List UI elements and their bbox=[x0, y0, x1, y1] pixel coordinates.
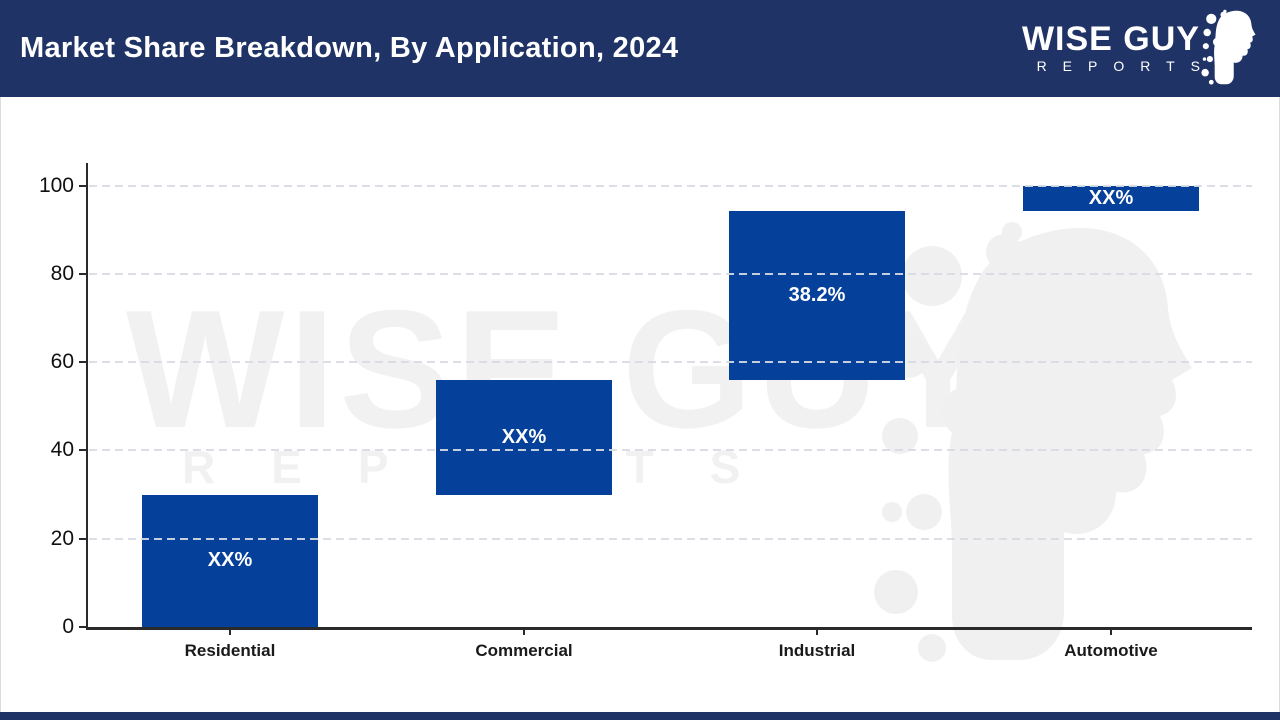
grid-line bbox=[89, 184, 1252, 187]
y-tick bbox=[79, 537, 88, 540]
x-category-label: Residential bbox=[184, 641, 276, 660]
chart-title: Market Share Breakdown, By Application, … bbox=[20, 32, 679, 64]
grid-line bbox=[89, 537, 1252, 540]
y-tick bbox=[79, 626, 88, 628]
y-tick-label: 0 bbox=[62, 615, 74, 638]
y-tick-label: 40 bbox=[50, 438, 74, 462]
footer-bar bbox=[0, 712, 1280, 720]
bar-value-label: XX% bbox=[207, 549, 253, 572]
bar-automotive bbox=[1023, 185, 1199, 212]
bar-value-label: XX% bbox=[501, 425, 547, 448]
bar-residential bbox=[142, 494, 318, 627]
x-axis-spine bbox=[86, 627, 1252, 630]
x-tick bbox=[816, 628, 818, 635]
y-tick bbox=[79, 184, 88, 187]
bar-commercial bbox=[436, 379, 612, 495]
x-category-label: Automotive bbox=[1064, 641, 1158, 660]
y-tick bbox=[79, 272, 88, 275]
brand-subtitle: REPORTS bbox=[1036, 58, 1216, 75]
y-tick-label: 80 bbox=[50, 261, 74, 285]
y-tick-label: 100 bbox=[38, 173, 74, 197]
bar-value-label: 38.2% bbox=[788, 283, 846, 306]
grid-line bbox=[89, 361, 1252, 364]
brand-logo-text: WISE GUY REPORTS bbox=[1021, 19, 1200, 74]
brand-logo: WISE GUY REPORTS bbox=[1022, 8, 1266, 88]
brand-wordmark: WISE GUY bbox=[1021, 19, 1200, 58]
grid-line bbox=[89, 449, 1252, 452]
x-category-label: Commercial bbox=[475, 641, 573, 660]
y-tick-label: 20 bbox=[50, 526, 74, 550]
header-bar: Market Share Breakdown, By Application, … bbox=[0, 0, 1280, 97]
y-axis-spine bbox=[86, 163, 88, 629]
brand-head-icon bbox=[1201, 9, 1256, 85]
bar-value-label: XX% bbox=[1088, 186, 1134, 209]
x-tick bbox=[523, 628, 525, 635]
grid-line bbox=[89, 272, 1252, 275]
x-tick bbox=[229, 628, 231, 635]
y-tick bbox=[79, 361, 88, 364]
y-tick bbox=[79, 449, 88, 452]
x-category-label: Industrial bbox=[778, 641, 856, 660]
y-tick-label: 60 bbox=[50, 350, 74, 374]
